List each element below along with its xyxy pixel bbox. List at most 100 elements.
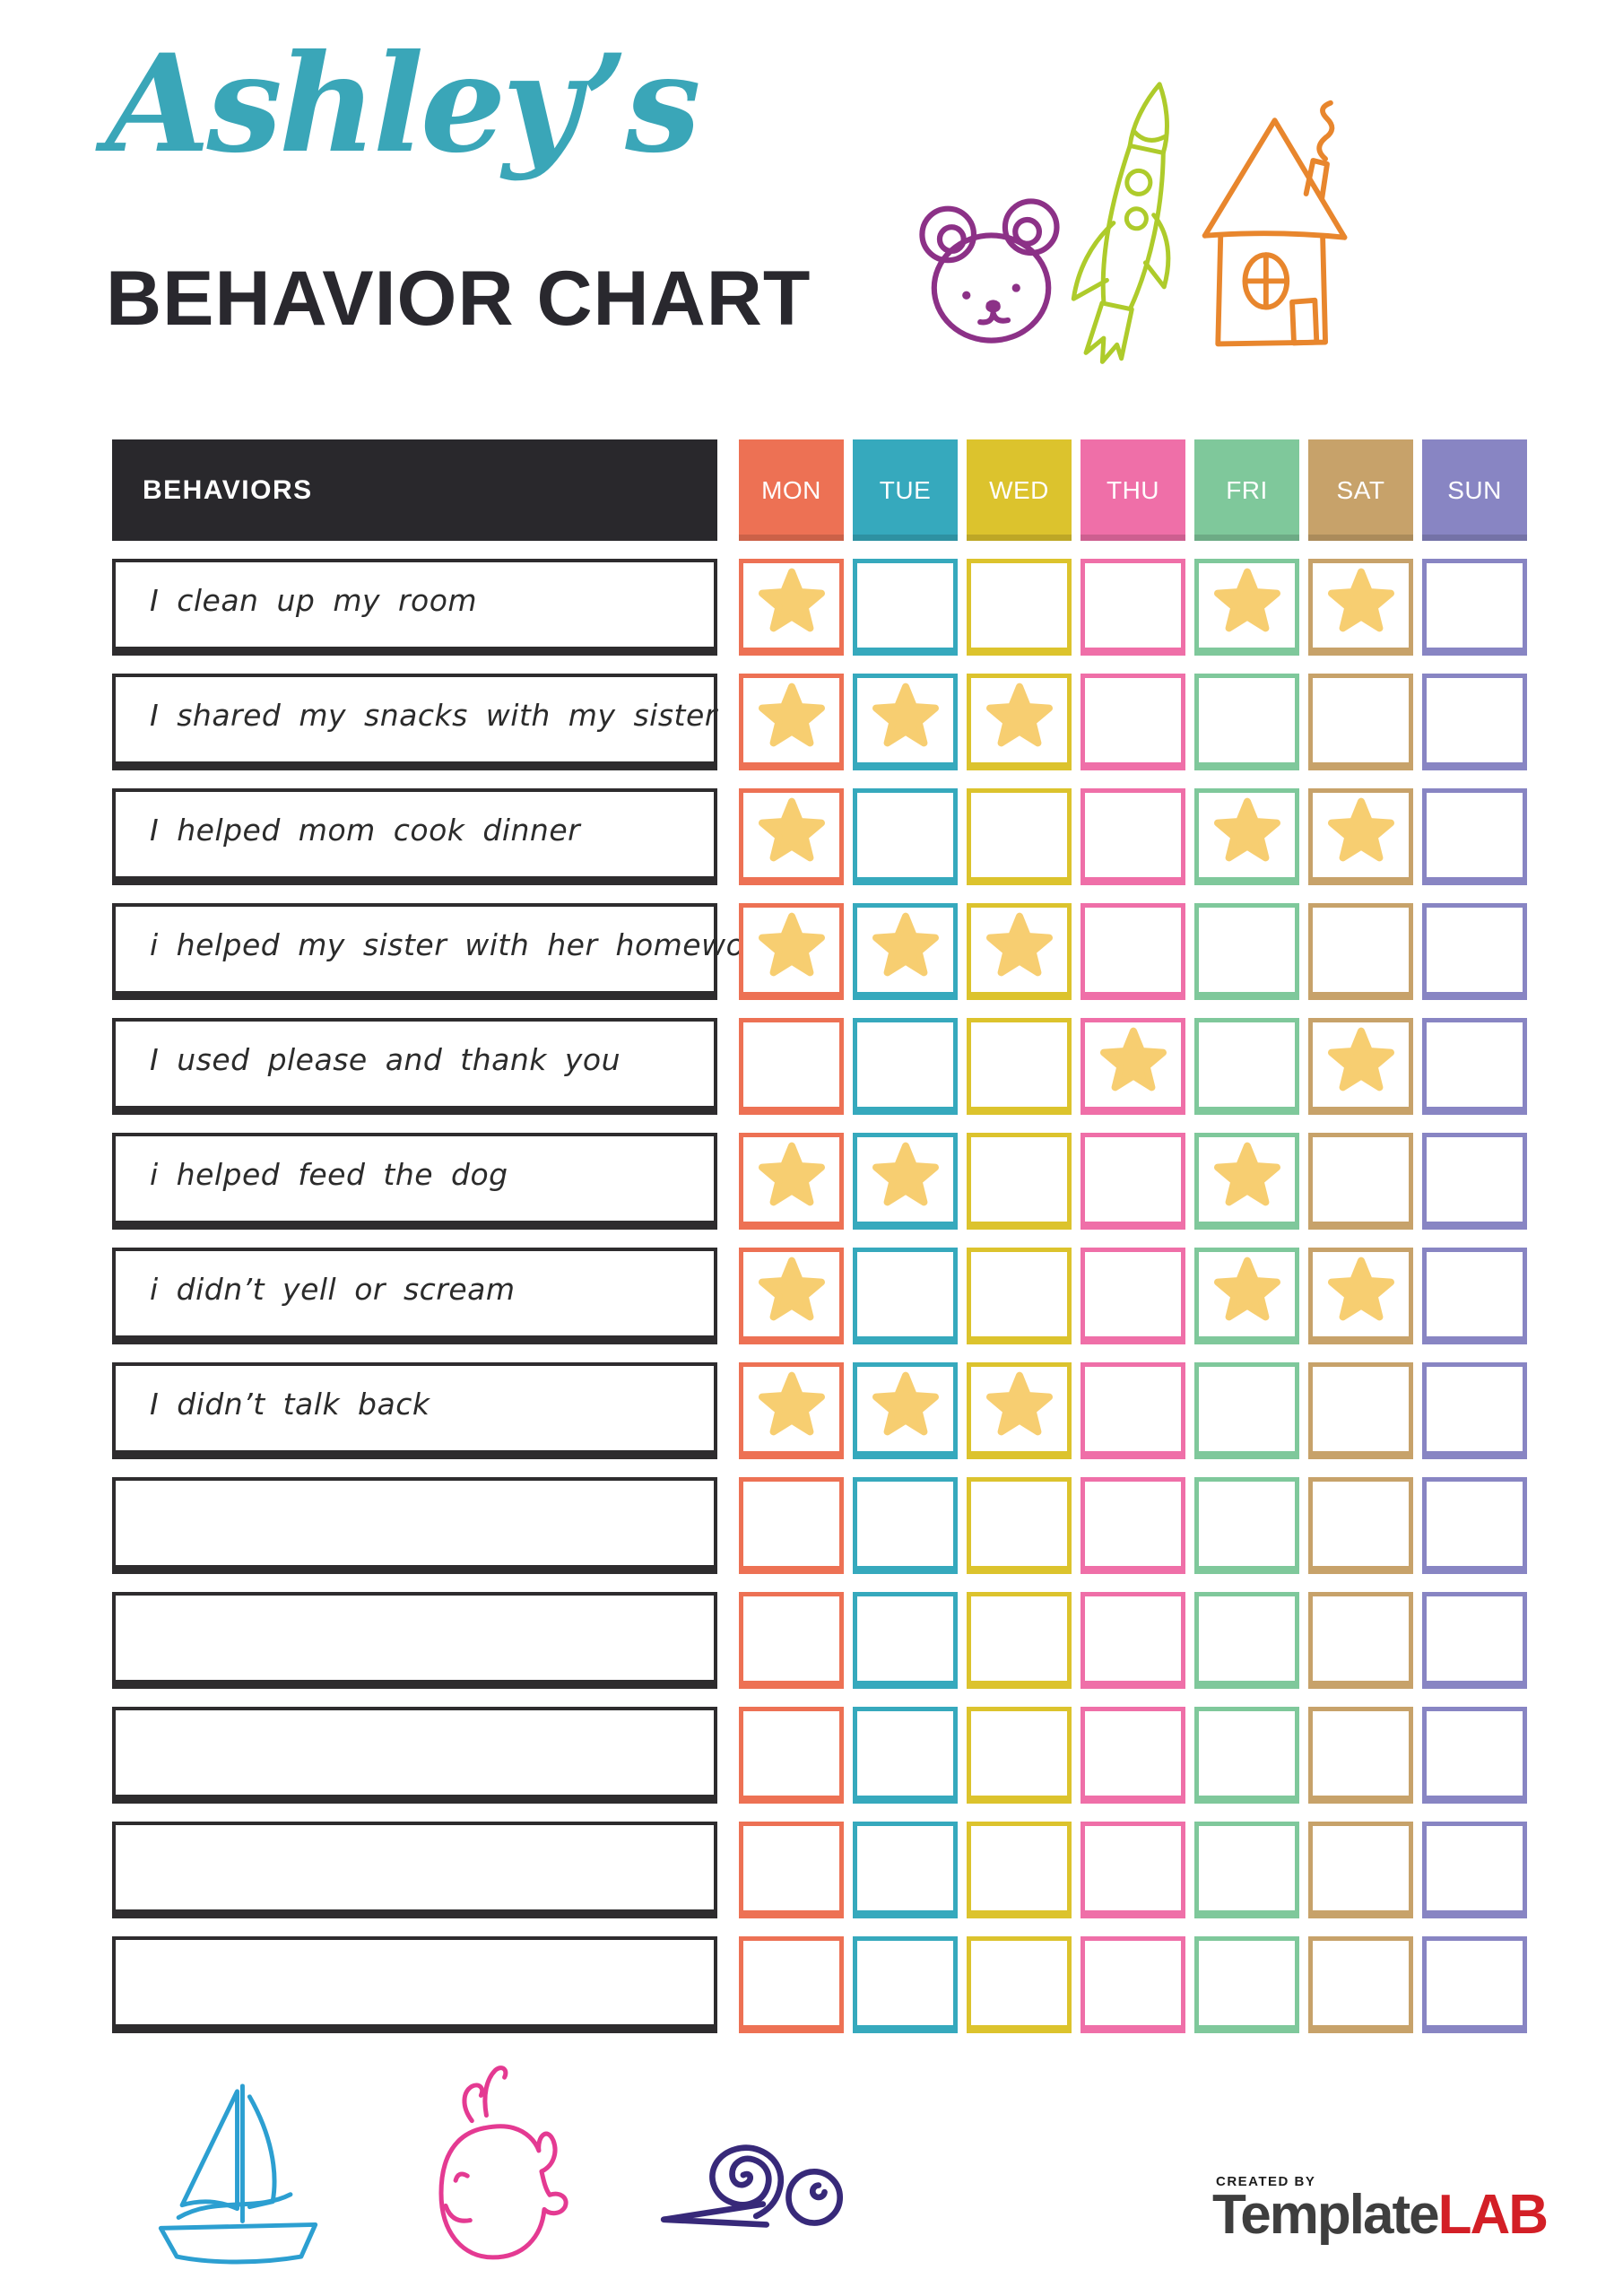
- day-cell-mon: [739, 1248, 844, 1344]
- day-cell-thu: [1081, 1133, 1185, 1230]
- day-cell-wed: [967, 1362, 1072, 1459]
- day-cell-sat: [1308, 1248, 1413, 1344]
- day-cell-fri: [1194, 1248, 1299, 1344]
- day-cell-thu: [1081, 1936, 1185, 2033]
- day-cell-wed: [967, 1248, 1072, 1344]
- behavior-label: i helped feed the dog: [150, 1156, 508, 1192]
- day-cell-sat: [1308, 1133, 1413, 1230]
- day-cell-sun: [1422, 1592, 1527, 1689]
- day-cell-tue: [853, 1936, 958, 2033]
- page-title: BEHAVIOR CHART: [106, 256, 812, 342]
- day-cell-mon: [739, 903, 844, 1000]
- star-icon: [758, 568, 825, 632]
- behavior-row: [112, 1592, 1527, 1689]
- behavior-label: I clean up my room: [150, 582, 478, 618]
- star-icon: [1213, 1257, 1280, 1321]
- day-cell-sun: [1422, 559, 1527, 656]
- star-icon: [872, 683, 939, 747]
- behavior-label-box: [112, 1707, 717, 1804]
- day-cell-sun: [1422, 1248, 1527, 1344]
- behavior-label-box: [112, 1477, 717, 1574]
- behavior-label: I used please and thank you: [150, 1041, 621, 1077]
- day-cell-sun: [1422, 1018, 1527, 1115]
- behavior-chart-table: BEHAVIORS MON TUE WED THU FRI SAT SUN I …: [112, 439, 1527, 2051]
- day-cell-wed: [967, 1707, 1072, 1804]
- day-cell-wed: [967, 559, 1072, 656]
- day-column-header-wed: WED: [967, 439, 1072, 541]
- day-cell-fri: [1194, 674, 1299, 770]
- day-cell-mon: [739, 1592, 844, 1689]
- star-icon: [758, 797, 825, 862]
- star-icon: [1327, 797, 1394, 862]
- behavior-row: I shared my snacks with my sister: [112, 674, 1527, 770]
- day-cell-fri: [1194, 1477, 1299, 1574]
- day-cell-thu: [1081, 1018, 1185, 1115]
- day-cell-wed: [967, 903, 1072, 1000]
- behavior-label: I shared my snacks with my sister: [150, 697, 717, 733]
- day-cell-tue: [853, 674, 958, 770]
- day-cell-fri: [1194, 1936, 1299, 2033]
- day-cell-thu: [1081, 1707, 1185, 1804]
- day-cell-mon: [739, 1936, 844, 2033]
- behavior-label-box: i helped my sister with her homework: [112, 903, 774, 1000]
- star-icon: [985, 683, 1053, 747]
- day-cell-sat: [1308, 1362, 1413, 1459]
- behaviors-column-header: BEHAVIORS: [112, 439, 717, 541]
- day-cell-sat: [1308, 1592, 1413, 1689]
- day-cell-tue: [853, 788, 958, 885]
- day-cell-tue: [853, 1248, 958, 1344]
- page-title-name: Ashley’s: [106, 25, 701, 183]
- whale-icon: [402, 2059, 586, 2267]
- day-label: WED: [989, 475, 1049, 504]
- day-cell-sat: [1308, 674, 1413, 770]
- behavior-label-box: I used please and thank you: [112, 1018, 717, 1115]
- day-label: TUE: [879, 475, 932, 504]
- day-cell-sat: [1308, 788, 1413, 885]
- day-cell-wed: [967, 1018, 1072, 1115]
- star-icon: [985, 912, 1053, 977]
- day-cell-sat: [1308, 1707, 1413, 1804]
- star-icon: [872, 1142, 939, 1206]
- behavior-row: I used please and thank you: [112, 1018, 1527, 1115]
- day-cell-wed: [967, 1822, 1072, 1918]
- day-cell-sat: [1308, 1477, 1413, 1574]
- day-cell-fri: [1194, 903, 1299, 1000]
- templatelab-logo: CREATED BY TemplateLAB: [1212, 2174, 1549, 2243]
- star-icon: [872, 912, 939, 977]
- day-cell-fri: [1194, 1822, 1299, 1918]
- behavior-label: i didn’t yell or scream: [150, 1271, 516, 1307]
- day-cell-fri: [1194, 1592, 1299, 1689]
- behavior-row: [112, 1936, 1527, 2033]
- day-cell-sat: [1308, 559, 1413, 656]
- day-label: SAT: [1336, 475, 1385, 504]
- behavior-row: [112, 1707, 1527, 1804]
- day-cell-wed: [967, 674, 1072, 770]
- star-icon: [758, 1142, 825, 1206]
- star-icon: [758, 912, 825, 977]
- star-icon: [872, 1371, 939, 1436]
- day-cell-mon: [739, 1018, 844, 1115]
- day-cell-wed: [967, 1936, 1072, 2033]
- day-cell-sun: [1422, 903, 1527, 1000]
- day-cell-wed: [967, 1477, 1072, 1574]
- day-cell-mon: [739, 674, 844, 770]
- day-label: FRI: [1226, 475, 1268, 504]
- behavior-label-box: I shared my snacks with my sister: [112, 674, 717, 770]
- behavior-row: i helped my sister with her homework: [112, 903, 1527, 1000]
- day-cell-sun: [1422, 788, 1527, 885]
- brand-name: TemplateLAB: [1212, 2187, 1549, 2243]
- day-cell-fri: [1194, 559, 1299, 656]
- day-cell-thu: [1081, 1477, 1185, 1574]
- day-cell-mon: [739, 788, 844, 885]
- day-cell-sun: [1422, 1133, 1527, 1230]
- day-cell-mon: [739, 1362, 844, 1459]
- sailboat-icon: [133, 2079, 343, 2266]
- day-cell-sun: [1422, 1822, 1527, 1918]
- day-cell-mon: [739, 1707, 844, 1804]
- star-icon: [1327, 1027, 1394, 1091]
- day-cell-thu: [1081, 1592, 1185, 1689]
- behavior-label-box: I clean up my room: [112, 559, 717, 656]
- star-icon: [1327, 1257, 1394, 1321]
- star-icon: [758, 683, 825, 747]
- day-cell-sat: [1308, 903, 1413, 1000]
